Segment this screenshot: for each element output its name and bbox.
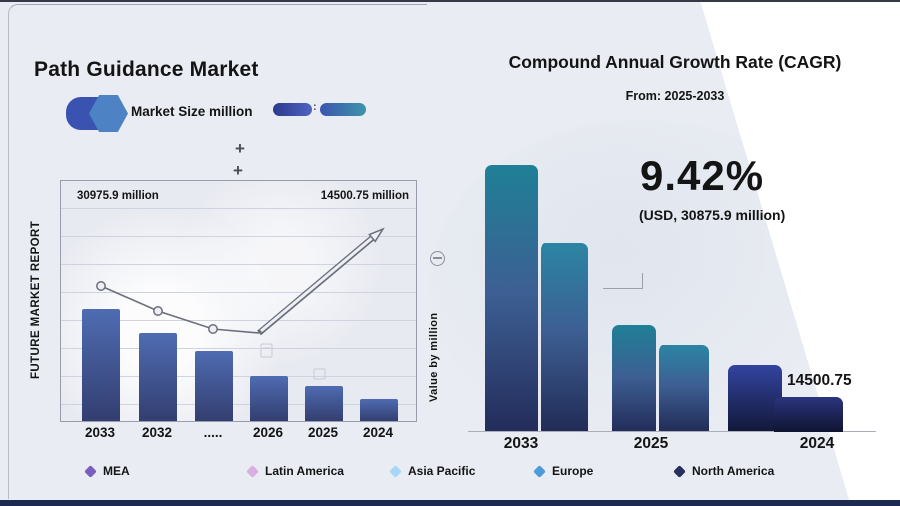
plus-icon: + xyxy=(233,161,243,180)
bar-2025 xyxy=(305,386,343,421)
chart-start-value: 30975.9 million xyxy=(77,190,159,202)
chart-end-value: 14500.75 million xyxy=(320,190,409,202)
trend-marker xyxy=(96,281,106,291)
legend-label: Latin America xyxy=(265,464,344,478)
legend-label: North America xyxy=(692,464,775,478)
cagr-bar-2024-a xyxy=(728,365,782,432)
legend-item-europe: Europe xyxy=(533,464,594,478)
top-border xyxy=(0,0,900,2)
plus-icon: + xyxy=(235,139,245,158)
ratio-pill-right xyxy=(320,103,366,116)
trend-line xyxy=(100,285,260,334)
x-label-2032: 2032 xyxy=(141,425,173,440)
cagr-value: 9.42% xyxy=(640,152,765,199)
legend-label: Europe xyxy=(552,464,594,478)
corner-bracket-icon xyxy=(603,273,643,289)
diamond-icon xyxy=(246,464,259,478)
r-x-label-2033: 2033 xyxy=(503,435,539,452)
market-size-label: Market Size million xyxy=(131,104,253,119)
value-axis-label: Value by million xyxy=(428,312,440,403)
chart-gridlines xyxy=(61,181,416,421)
market-size-icon xyxy=(66,95,128,132)
legend-item-asia-pacific: Asia Pacific xyxy=(389,464,476,478)
x-label-2026: 2026 xyxy=(252,425,284,440)
cagr-bar-2033-a xyxy=(485,165,538,432)
cagr-detail: (USD, 30875.9 million) xyxy=(639,207,786,223)
cagr-title: Compound Annual Growth Rate (CAGR) xyxy=(508,52,842,72)
x-axis-line xyxy=(468,431,876,432)
x-label-2033: 2033 xyxy=(84,425,116,440)
faint-document-icon xyxy=(313,368,326,380)
bottom-accent-strip xyxy=(0,500,900,506)
page-title: Path Guidance Market xyxy=(34,58,259,81)
cagr-bar-2025-a xyxy=(612,325,656,432)
bar-dots xyxy=(195,351,233,421)
diamond-icon xyxy=(533,464,546,478)
cagr-subtitle: From: 2025-2033 xyxy=(625,89,725,103)
r-x-label-2024: 2024 xyxy=(799,435,835,452)
bar-2032 xyxy=(139,333,177,421)
x-label-2025: 2025 xyxy=(307,425,339,440)
legend-label: Asia Pacific xyxy=(408,464,476,478)
legend-label: MEA xyxy=(103,464,130,478)
cagr-bar-2024-b xyxy=(774,397,843,432)
market-size-chart: 30975.9 million 14500.75 million xyxy=(60,180,417,422)
ratio-pill-left xyxy=(273,103,312,116)
legend-item-north-america: North America xyxy=(673,464,775,478)
end-value-label: 14500.75 xyxy=(787,372,852,389)
cagr-bar-2025-b xyxy=(656,345,709,432)
diamond-icon xyxy=(84,464,97,478)
trend-marker xyxy=(153,306,163,316)
legend-item-latin-america: Latin America xyxy=(246,464,344,478)
faint-document-icon xyxy=(260,343,273,358)
arrow-head xyxy=(368,227,385,243)
trend-marker xyxy=(208,324,218,334)
diamond-icon xyxy=(389,464,402,478)
x-label-dots: ..... xyxy=(203,425,223,440)
r-x-label-2025: 2025 xyxy=(633,435,669,452)
ratio-colon: : xyxy=(313,101,317,113)
left-axis-label: FUTURE MARKET REPORT xyxy=(30,220,42,380)
bar-2024 xyxy=(360,399,398,421)
legend-item-mea: MEA xyxy=(84,464,130,478)
bar-2026 xyxy=(250,376,288,421)
minus-circle-icon xyxy=(430,251,445,266)
diamond-icon xyxy=(673,464,686,478)
trend-line-overlay xyxy=(96,227,385,380)
cagr-bar-2033-b xyxy=(538,243,588,432)
x-label-2024: 2024 xyxy=(362,425,394,440)
bar-2033 xyxy=(82,309,120,421)
